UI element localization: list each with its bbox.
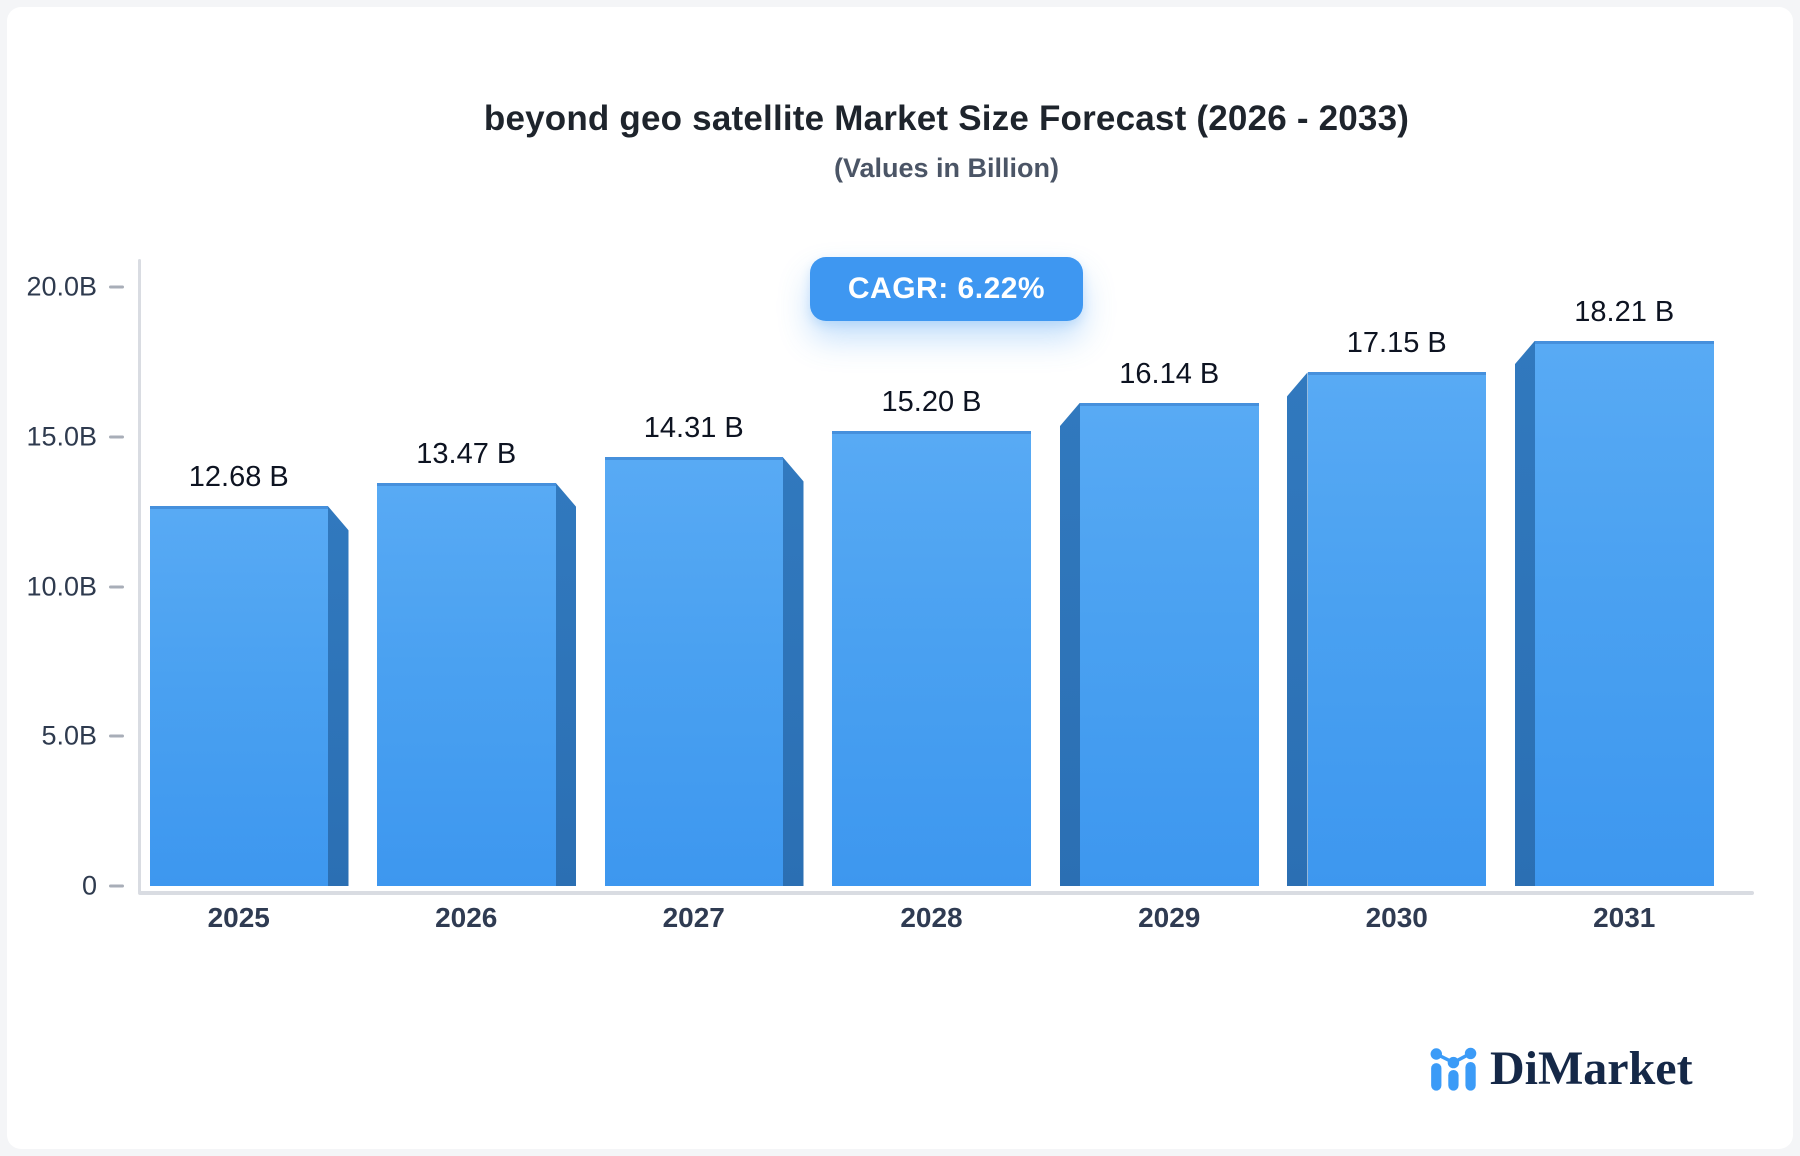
bar-side-face bbox=[1059, 402, 1080, 886]
bar-2025: 12.68 B bbox=[149, 461, 349, 886]
bar-side-face bbox=[1514, 340, 1535, 886]
cagr-badge-row: CAGR: 6.22% bbox=[140, 257, 1753, 321]
bar-fill bbox=[377, 482, 556, 886]
x-axis-category-label: 2031 bbox=[1593, 902, 1656, 933]
x-axis-line bbox=[138, 891, 1754, 895]
chart-title: beyond geo satellite Market Size Forecas… bbox=[483, 99, 1410, 138]
bar-line-chart-icon bbox=[1430, 1047, 1477, 1091]
y-axis-tick-mark bbox=[109, 734, 124, 738]
bar-fill bbox=[1307, 372, 1486, 886]
x-axis-category-label: 2025 bbox=[207, 902, 270, 933]
bar-side-face bbox=[1287, 372, 1308, 886]
bar-2030: 17.15 B bbox=[1287, 327, 1486, 886]
brand-name: DiMarket bbox=[1490, 1042, 1693, 1095]
bar-value-label: 18.21 B bbox=[1574, 295, 1675, 328]
bar-2026: 13.47 B bbox=[377, 438, 576, 886]
y-axis-tick-label: 0 bbox=[81, 870, 97, 901]
bar-side-face bbox=[555, 482, 576, 886]
bar-side-face bbox=[783, 457, 804, 886]
y-axis-tick-label: 5.0B bbox=[41, 720, 97, 751]
y-axis-tick-mark bbox=[109, 285, 124, 289]
x-axis-category-label: 2029 bbox=[1138, 902, 1201, 933]
bar-value-label: 15.20 B bbox=[881, 385, 982, 418]
bar-2031: 18.21 B bbox=[1514, 296, 1714, 886]
bar-fill bbox=[1535, 340, 1714, 886]
bar-value-label: 16.14 B bbox=[1119, 357, 1220, 390]
y-axis-tick-label: 15.0B bbox=[26, 421, 97, 452]
bar-fill bbox=[604, 457, 783, 886]
bar-2027: 14.31 B bbox=[604, 412, 804, 886]
bar-value-label: 13.47 B bbox=[416, 437, 517, 470]
x-axis-category-label: 2030 bbox=[1365, 902, 1428, 933]
bar-2028: 15.20 B bbox=[832, 386, 1031, 886]
y-axis-tick-mark bbox=[109, 585, 124, 588]
cagr-badge: CAGR: 6.22% bbox=[809, 257, 1084, 321]
x-axis-category-label: 2027 bbox=[662, 902, 725, 933]
x-axis-category-label: 2028 bbox=[900, 902, 963, 933]
y-axis-tick-mark bbox=[109, 435, 124, 439]
y-axis-tick-label: 10.0B bbox=[26, 571, 97, 601]
x-axis-category-label: 2026 bbox=[435, 902, 498, 933]
bar-value-label: 17.15 B bbox=[1346, 327, 1447, 360]
brand-logo: DiMarket bbox=[1430, 1045, 1693, 1093]
bar-value-label: 12.68 B bbox=[188, 461, 289, 494]
chart-subtitle: (Values in Billion) bbox=[833, 153, 1060, 183]
bar-2029: 16.14 B bbox=[1059, 358, 1259, 886]
bar-fill bbox=[1080, 402, 1259, 886]
y-axis-tick-mark bbox=[109, 884, 124, 888]
bar-value-label: 14.31 B bbox=[643, 412, 744, 445]
y-axis-tick-label: 20.0B bbox=[26, 271, 97, 302]
y-axis-line bbox=[138, 259, 141, 893]
bar-side-face bbox=[328, 506, 349, 886]
bar-fill bbox=[149, 506, 328, 886]
chart-card: beyond geo satellite Market Size Forecas… bbox=[7, 7, 1793, 1149]
bar-fill bbox=[832, 430, 1031, 886]
